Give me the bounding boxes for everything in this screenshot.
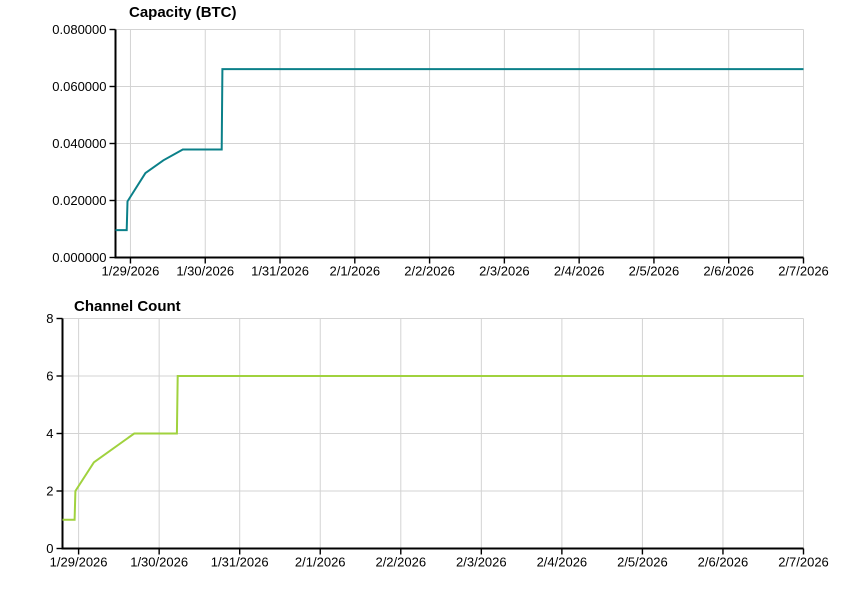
x-tick-label: 2/4/2026 bbox=[554, 264, 605, 279]
channel-count-line bbox=[62, 375, 804, 521]
x-tick-label: 1/29/2026 bbox=[50, 555, 108, 570]
y-tick-label: 0.040000 bbox=[52, 136, 106, 151]
x-tick-label: 2/7/2026 bbox=[778, 555, 829, 570]
x-tick-label: 1/31/2026 bbox=[251, 264, 309, 279]
x-tick-label: 1/31/2026 bbox=[211, 555, 269, 570]
x-tick-label: 2/6/2026 bbox=[703, 264, 754, 279]
x-tick-label: 1/30/2026 bbox=[130, 555, 188, 570]
y-tick-label: 0.000000 bbox=[52, 250, 106, 265]
x-tick-label: 2/3/2026 bbox=[479, 264, 530, 279]
x-tick-label: 1/30/2026 bbox=[176, 264, 234, 279]
x-tick-label: 2/6/2026 bbox=[698, 555, 749, 570]
x-tick-label: 2/7/2026 bbox=[778, 264, 829, 279]
channel-count-chart-title: Channel Count bbox=[74, 298, 181, 315]
y-tick-label: 8 bbox=[46, 311, 53, 326]
capacity-btc-line bbox=[115, 68, 804, 232]
y-tick-label: 6 bbox=[46, 369, 53, 384]
x-tick-label: 2/2/2026 bbox=[404, 264, 455, 279]
y-tick-label: 0 bbox=[46, 541, 53, 556]
y-tick-label: 4 bbox=[46, 426, 53, 441]
x-tick-label: 2/1/2026 bbox=[295, 555, 346, 570]
x-tick-label: 2/5/2026 bbox=[617, 555, 668, 570]
y-tick-label: 0.020000 bbox=[52, 193, 106, 208]
x-tick-label: 1/29/2026 bbox=[102, 264, 160, 279]
x-tick-label: 2/5/2026 bbox=[629, 264, 680, 279]
x-tick-label: 2/4/2026 bbox=[537, 555, 588, 570]
capacity-chart-title: Capacity (BTC) bbox=[129, 4, 237, 21]
y-tick-label: 0.060000 bbox=[52, 79, 106, 94]
x-tick-label: 2/3/2026 bbox=[456, 555, 507, 570]
x-tick-label: 2/2/2026 bbox=[375, 555, 426, 570]
y-tick-label: 0.080000 bbox=[52, 22, 106, 37]
x-tick-label: 2/1/2026 bbox=[329, 264, 380, 279]
y-tick-label: 2 bbox=[46, 484, 53, 499]
